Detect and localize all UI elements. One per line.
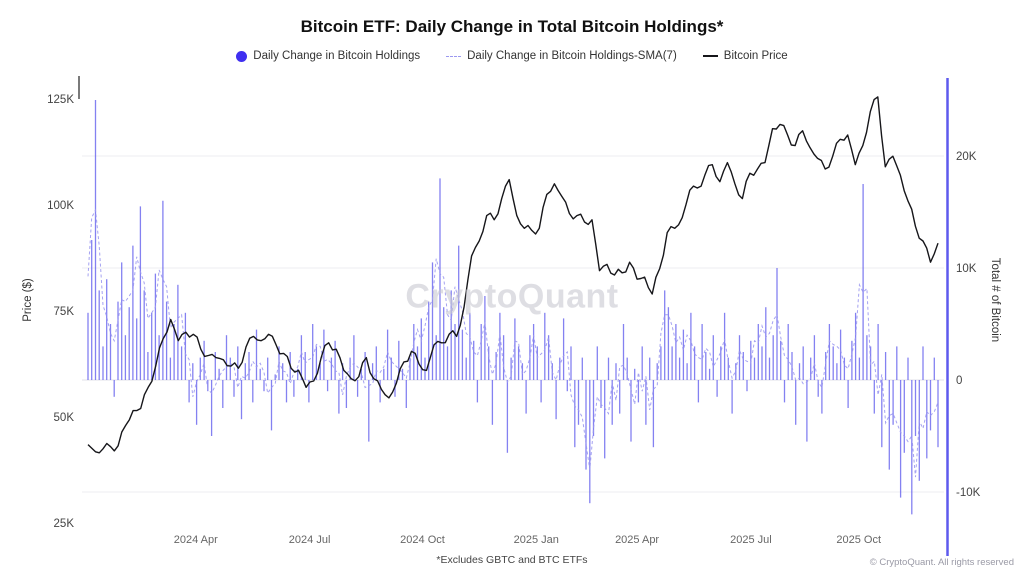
svg-text:2025 Jan: 2025 Jan bbox=[514, 534, 559, 546]
svg-text:-10K: -10K bbox=[956, 487, 981, 499]
left-axis-tick-labels: 125K 100K 75K 50K 25K bbox=[47, 94, 74, 530]
bitcoin-price-line bbox=[87, 96, 939, 454]
right-axis-tick-labels: 20K 10K 0 -10K bbox=[956, 151, 981, 499]
svg-text:100K: 100K bbox=[47, 200, 74, 212]
copyright: © CryptoQuant. All rights reserved bbox=[869, 557, 1014, 568]
legend-item-price[interactable]: Bitcoin Price bbox=[702, 50, 788, 62]
legend-item-sma[interactable]: Daily Change in Bitcoin Holdings-SMA(7) bbox=[446, 50, 677, 62]
svg-text:2025 Jul: 2025 Jul bbox=[730, 534, 772, 546]
dashed-line-marker-icon bbox=[446, 55, 462, 57]
svg-text:2024 Jul: 2024 Jul bbox=[289, 534, 331, 546]
line-marker-icon bbox=[702, 55, 718, 57]
svg-text:75K: 75K bbox=[54, 306, 75, 318]
svg-text:2024 Oct: 2024 Oct bbox=[400, 534, 445, 546]
svg-text:2024 Apr: 2024 Apr bbox=[174, 534, 218, 546]
x-axis-tick-labels: 2024 Apr 2024 Jul 2024 Oct 2025 Jan 2025 Apr… bbox=[174, 534, 881, 546]
svg-text:20K: 20K bbox=[956, 151, 977, 163]
sma-line bbox=[87, 208, 939, 478]
svg-text:2025 Apr: 2025 Apr bbox=[615, 534, 659, 546]
page-title: Bitcoin ETF: Daily Change in Total Bitco… bbox=[300, 17, 724, 36]
daily-change-bars bbox=[87, 100, 939, 515]
footnote: *Excludes GBTC and BTC ETFs bbox=[436, 554, 588, 566]
svg-text:2025 Oct: 2025 Oct bbox=[836, 534, 881, 546]
legend-label-daily-change: Daily Change in Bitcoin Holdings bbox=[253, 50, 421, 62]
legend-item-daily-change[interactable]: Daily Change in Bitcoin Holdings bbox=[236, 50, 420, 62]
svg-text:50K: 50K bbox=[54, 412, 75, 424]
circle-marker-icon bbox=[236, 50, 248, 62]
gridlines bbox=[82, 155, 944, 493]
svg-text:25K: 25K bbox=[54, 518, 75, 530]
svg-text:0: 0 bbox=[956, 375, 962, 387]
legend-label-sma: Daily Change in Bitcoin Holdings-SMA(7) bbox=[467, 50, 677, 62]
svg-text:10K: 10K bbox=[956, 263, 977, 275]
svg-text:125K: 125K bbox=[47, 94, 74, 106]
legend-label-price: Bitcoin Price bbox=[723, 50, 788, 62]
legend: Daily Change in Bitcoin Holdings Daily C… bbox=[0, 50, 1024, 62]
